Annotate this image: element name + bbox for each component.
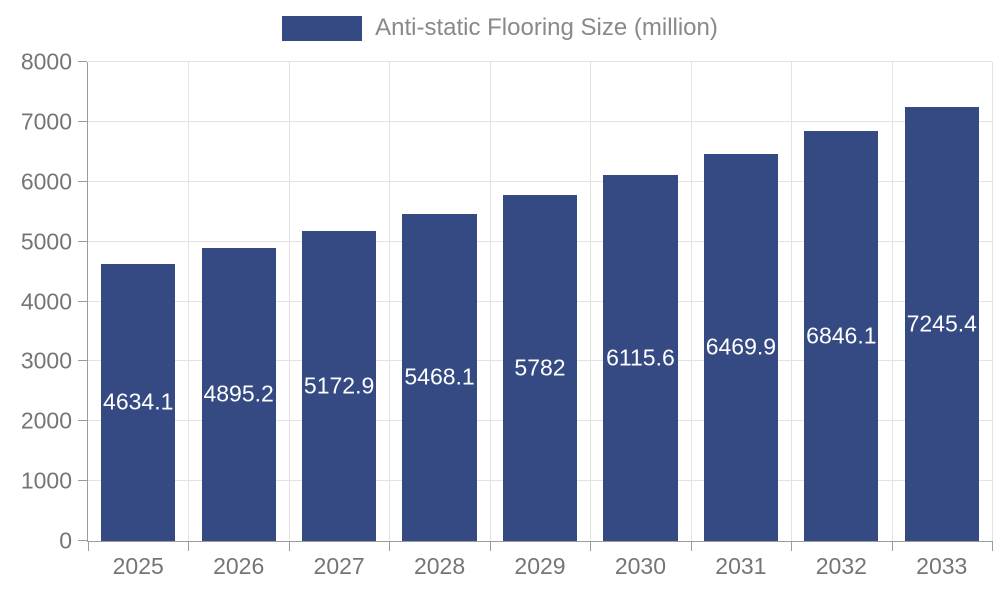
legend-label: Anti-static Flooring Size (million) (375, 14, 718, 41)
horizontal-gridline (88, 61, 992, 62)
y-axis-line (87, 62, 88, 541)
x-axis-category-label: 2029 (514, 553, 566, 579)
y-axis-tick-label: 4000 (20, 288, 72, 314)
x-axis-line (87, 541, 993, 542)
x-axis-category-label: 2026 (213, 553, 265, 579)
bar[interactable] (804, 131, 879, 541)
y-axis-tick-label: 2000 (20, 407, 72, 434)
vertical-gridline (188, 62, 190, 541)
x-axis-category-label: 2032 (815, 553, 867, 579)
bar-value-label: 4895.2 (203, 380, 274, 407)
bar[interactable] (402, 213, 477, 541)
x-axis-category-label: 2027 (313, 553, 365, 579)
x-axis-tick (288, 542, 290, 551)
y-axis-tick (78, 420, 87, 422)
y-axis-tick (78, 480, 87, 482)
y-axis-tick-label: 3000 (20, 347, 72, 374)
plot-area: 4634.1 4895.2 5172.9 5468.1 5782 6115.6 6469.9… (78, 61, 993, 551)
y-axis-tick (78, 240, 87, 242)
bar-value-label: 7245.4 (906, 310, 977, 337)
x-axis-category-label: 2030 (614, 553, 667, 579)
y-axis-tick (78, 360, 87, 362)
y-axis-tick (78, 180, 87, 182)
vertical-gridline (590, 62, 592, 541)
vertical-gridline (389, 62, 391, 541)
bar[interactable] (201, 247, 276, 541)
x-axis-tick (891, 542, 893, 551)
vertical-gridline (791, 62, 793, 541)
x-axis-tick (992, 542, 993, 551)
y-axis-tick (78, 540, 87, 541)
x-axis-tick (188, 542, 190, 551)
x-axis-tick (791, 542, 793, 551)
x-axis-category-label: 2025 (112, 553, 164, 579)
vertical-gridline (489, 62, 491, 541)
x-axis-tick (489, 542, 491, 551)
x-axis-tick (88, 542, 89, 551)
x-axis-category-label: 2033 (916, 553, 968, 579)
vertical-gridline (288, 62, 290, 541)
bar[interactable] (603, 174, 678, 541)
y-axis-tick-label: 6000 (20, 168, 72, 195)
horizontal-gridline (88, 120, 992, 122)
y-axis-tick (78, 300, 87, 302)
bar-value-label: 6846.1 (806, 322, 877, 349)
bar-value-label: 5172.9 (303, 372, 375, 399)
legend-swatch-icon (282, 15, 363, 41)
y-axis-tick-label: 5000 (20, 228, 72, 255)
y-axis-labels: 0 1000 2000 3000 4000 5000 6000 7000 8000 (0, 49, 72, 554)
vertical-gridline (891, 62, 893, 541)
vertical-gridline (690, 62, 692, 541)
y-axis-tick-label: 0 (59, 527, 72, 554)
legend[interactable]: Anti-static Flooring Size (million) (0, 14, 1000, 42)
y-axis-tick (78, 61, 87, 62)
bar[interactable] (502, 194, 578, 541)
bar[interactable] (101, 263, 176, 541)
y-axis-tick (78, 120, 87, 122)
x-axis-tick (690, 542, 692, 551)
horizontal-gridline (88, 180, 992, 182)
bar-value-label: 6115.6 (606, 344, 675, 371)
bar-value-label: 6469.9 (705, 333, 777, 360)
x-axis-tick (389, 542, 391, 551)
y-axis-tick-label: 8000 (20, 48, 72, 75)
vertical-gridline (992, 62, 993, 541)
bar[interactable] (703, 153, 779, 541)
y-axis-tick-label: 7000 (20, 108, 72, 135)
x-axis-labels: 2025 2026 2027 2028 2029 2030 2031 2032 2033 (88, 553, 992, 585)
bar[interactable] (904, 107, 979, 541)
x-axis-category-label: 2028 (413, 553, 466, 579)
bar-value-label: 4634.1 (103, 388, 174, 415)
bar-value-label: 5468.1 (404, 363, 475, 390)
bar[interactable] (301, 231, 377, 541)
x-axis-category-label: 2031 (715, 553, 767, 579)
y-axis-tick-label: 1000 (20, 467, 72, 494)
bar-value-label: 5782 (514, 354, 566, 381)
x-axis-tick (590, 542, 592, 551)
